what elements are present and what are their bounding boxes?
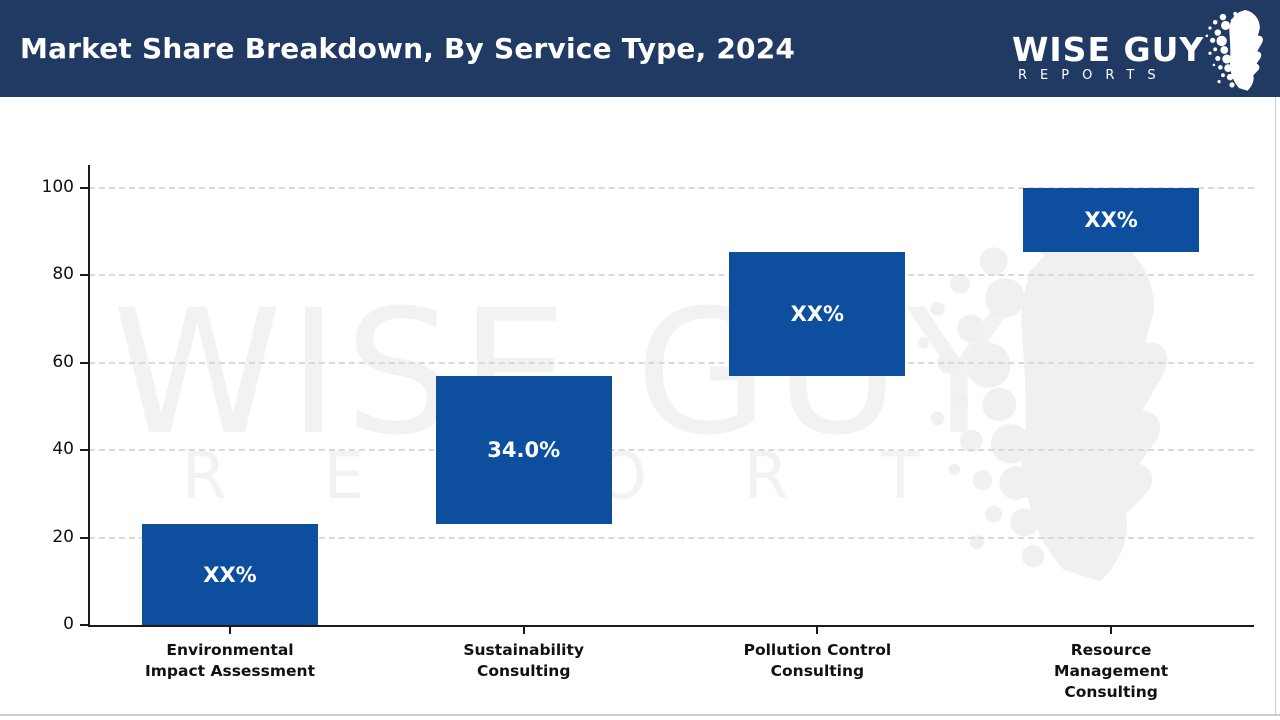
x-axis-tick — [1110, 627, 1113, 634]
brand-logo: WISE GUY REPORTS — [1012, 8, 1263, 92]
gridline-80 — [89, 274, 1254, 276]
y-axis-tick — [80, 361, 88, 364]
y-tick-label: 0 — [63, 614, 74, 634]
gridline-100 — [89, 186, 1254, 189]
x-axis-tick — [816, 627, 819, 634]
bar-segment: 34.0% — [435, 375, 612, 525]
watermark-reports-text: REPORTS — [182, 440, 1155, 514]
bar-segment: XX% — [142, 524, 318, 625]
bar-value-label: XX% — [203, 562, 257, 587]
y-tick-label: 80 — [52, 264, 74, 284]
bar-segment: XX% — [729, 251, 906, 376]
x-axis-tick — [522, 627, 525, 634]
x-category-label: Resource Management Consulting — [1054, 641, 1169, 701]
brand-sub-text: REPORTS — [1018, 68, 1169, 83]
right-border-line — [1275, 97, 1276, 714]
y-tick-label: 20 — [52, 526, 74, 547]
bottom-border-line — [0, 714, 1280, 716]
bar-value-label: 34.0% — [487, 438, 561, 462]
x-category-label: Environmental Impact Assessment — [145, 641, 315, 680]
y-axis-line — [88, 165, 90, 627]
y-axis-tick — [80, 449, 88, 451]
bar-value-label: XX% — [790, 301, 845, 326]
y-axis-tick — [80, 536, 88, 539]
y-axis-tick — [80, 274, 88, 276]
gridline-40 — [89, 449, 1254, 451]
x-axis-tick — [229, 627, 231, 634]
y-axis-tick — [80, 186, 88, 189]
gridline-60 — [89, 361, 1254, 364]
x-category-label: Pollution Control Consulting — [743, 641, 892, 680]
brand-name-text: WISE GUY — [1012, 30, 1205, 69]
y-tick-label: 60 — [52, 351, 74, 372]
header-bar: Market Share Breakdown, By Service Type,… — [0, 0, 1280, 97]
y-axis-tick — [80, 624, 88, 626]
y-tick-label: 100 — [41, 176, 74, 197]
x-category-label: Sustainability Consulting — [463, 641, 585, 680]
page-title: Market Share Breakdown, By Service Type,… — [20, 32, 796, 65]
y-tick-label: 40 — [52, 439, 74, 459]
wiseguy-face-watermark-icon — [917, 230, 1168, 582]
gridline-20 — [89, 536, 1254, 539]
wiseguy-face-icon — [1205, 9, 1263, 91]
bar-value-label: XX% — [1084, 207, 1138, 232]
bar-segment: XX% — [1023, 187, 1200, 252]
x-axis-line — [88, 625, 1254, 627]
